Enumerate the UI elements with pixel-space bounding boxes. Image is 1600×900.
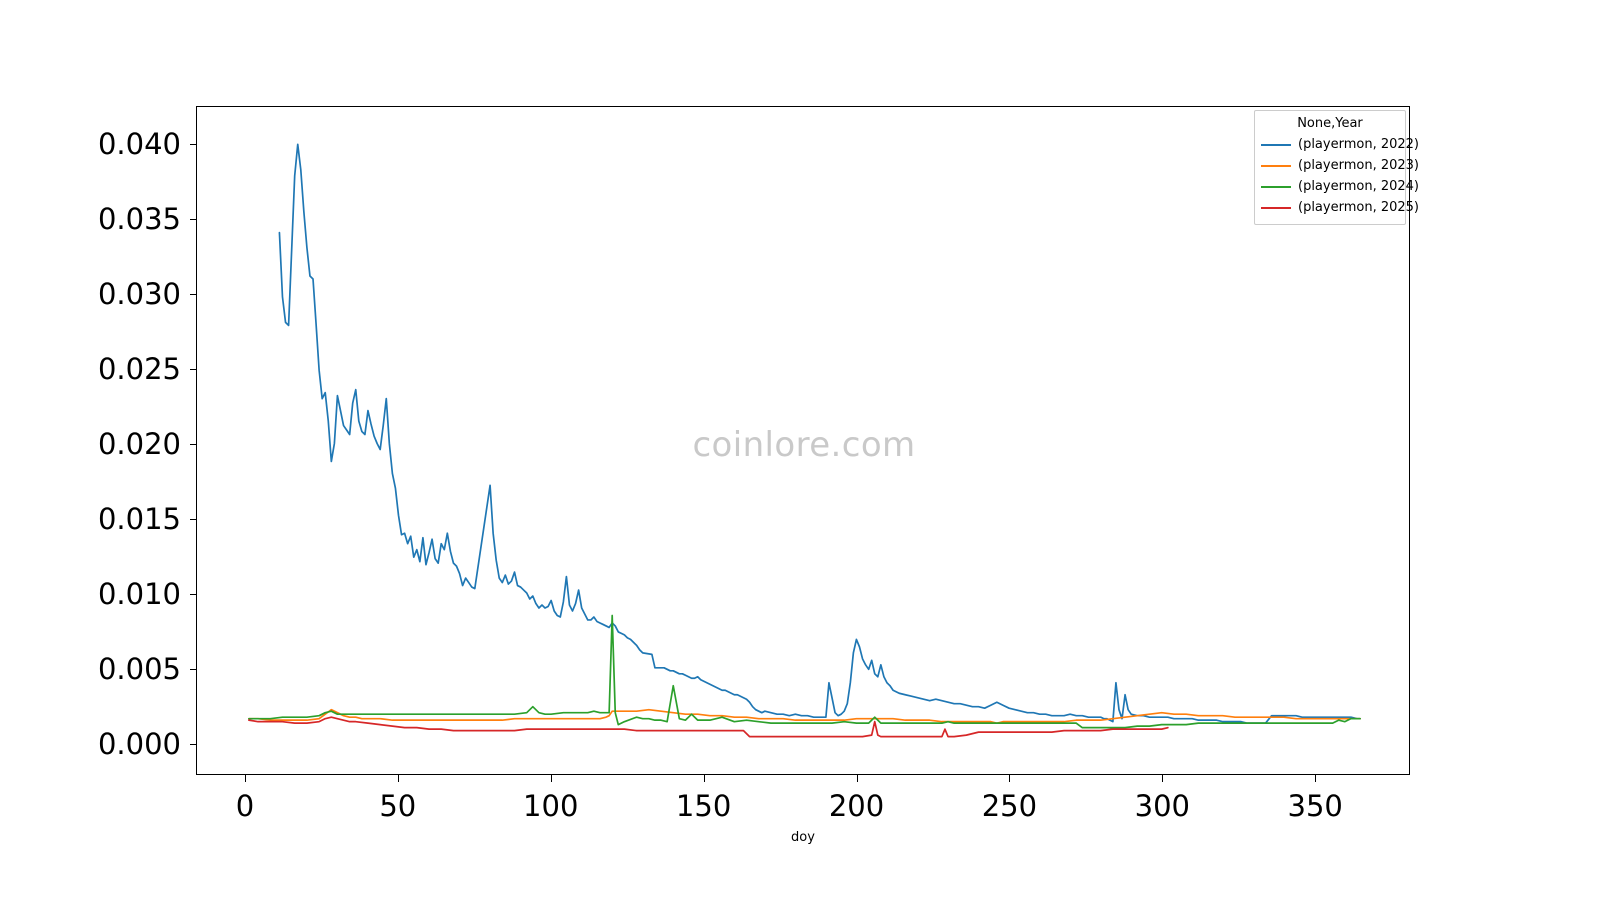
- x-tick-mark: [1009, 775, 1011, 782]
- legend-color-swatch: [1261, 206, 1291, 209]
- x-tick-label: 250: [981, 789, 1038, 823]
- y-tick-label: 0.030: [97, 276, 181, 311]
- legend-color-swatch: [1261, 143, 1291, 146]
- x-tick-label: 0: [235, 789, 255, 823]
- legend-entry-label: (playermon, 2023): [1298, 158, 1419, 173]
- y-tick-mark: [190, 518, 197, 520]
- x-tick-label: 50: [379, 789, 417, 823]
- y-axis-tick-labels: 0.000 0.005 0.010 0.015 0.020 0.025 0.030 0.035…: [0, 106, 197, 775]
- y-tick-mark: [190, 293, 197, 295]
- x-tick-mark: [1162, 775, 1164, 782]
- y-tick-mark: [190, 218, 197, 220]
- series-line: [249, 710, 1360, 723]
- y-tick-label: 0.040: [97, 126, 181, 161]
- x-tick-label: 100: [523, 789, 579, 823]
- x-tick-label: 350: [1287, 789, 1343, 823]
- x-tick-label: 300: [1134, 789, 1190, 823]
- x-tick-mark: [856, 775, 858, 782]
- legend-entry[interactable]: (playermon, 2024): [1261, 176, 1419, 197]
- x-tick-mark: [550, 775, 552, 782]
- legend-entry[interactable]: (playermon, 2023): [1261, 155, 1419, 176]
- y-tick-label: 0.035: [97, 201, 181, 236]
- y-tick-mark: [190, 443, 197, 445]
- legend-entry-label: (playermon, 2024): [1298, 179, 1419, 194]
- legend-title: None,Year: [1297, 116, 1363, 131]
- legend-entries: (playermon, 2022) (playermon, 2023) (playe…: [1261, 134, 1419, 218]
- x-tick-mark: [244, 775, 246, 782]
- chart-legend: None,Year (playermon, 2022) (playermon, 2…: [1254, 110, 1419, 225]
- data-lines: [197, 107, 1409, 774]
- y-tick-label: 0.015: [97, 501, 181, 536]
- y-tick-mark: [190, 668, 197, 670]
- y-tick-mark: [190, 143, 197, 145]
- y-tick-label: 0.010: [97, 576, 181, 611]
- series-line: [249, 615, 1360, 727]
- legend-entry[interactable]: (playermon, 2022): [1261, 134, 1419, 155]
- y-tick-mark: [190, 368, 197, 370]
- y-tick-label: 0.020: [97, 426, 181, 461]
- legend-color-swatch: [1261, 185, 1291, 188]
- legend-entry-label: (playermon, 2025): [1298, 200, 1419, 215]
- series-line: [249, 717, 1168, 736]
- x-axis-tick-labels: 0 50 100 150 200 250 300 350: [196, 775, 1410, 835]
- y-tick-label: 0.005: [97, 651, 181, 686]
- x-tick-label: 200: [828, 789, 885, 823]
- x-tick-label: 150: [675, 789, 732, 823]
- y-tick-mark: [190, 593, 197, 595]
- series-line: [279, 144, 1360, 723]
- y-tick-label: 0.000: [97, 726, 181, 761]
- y-tick-mark: [190, 743, 197, 745]
- x-tick-mark: [1315, 775, 1317, 782]
- legend-color-swatch: [1261, 164, 1291, 167]
- x-tick-mark: [703, 775, 705, 782]
- x-tick-mark: [397, 775, 399, 782]
- plot-axes: coinlore.com: [196, 106, 1410, 775]
- legend-entry[interactable]: (playermon, 2025): [1261, 197, 1419, 218]
- legend-entry-label: (playermon, 2022): [1298, 137, 1419, 152]
- y-tick-label: 0.025: [97, 351, 181, 386]
- x-axis-label: doy: [791, 830, 815, 845]
